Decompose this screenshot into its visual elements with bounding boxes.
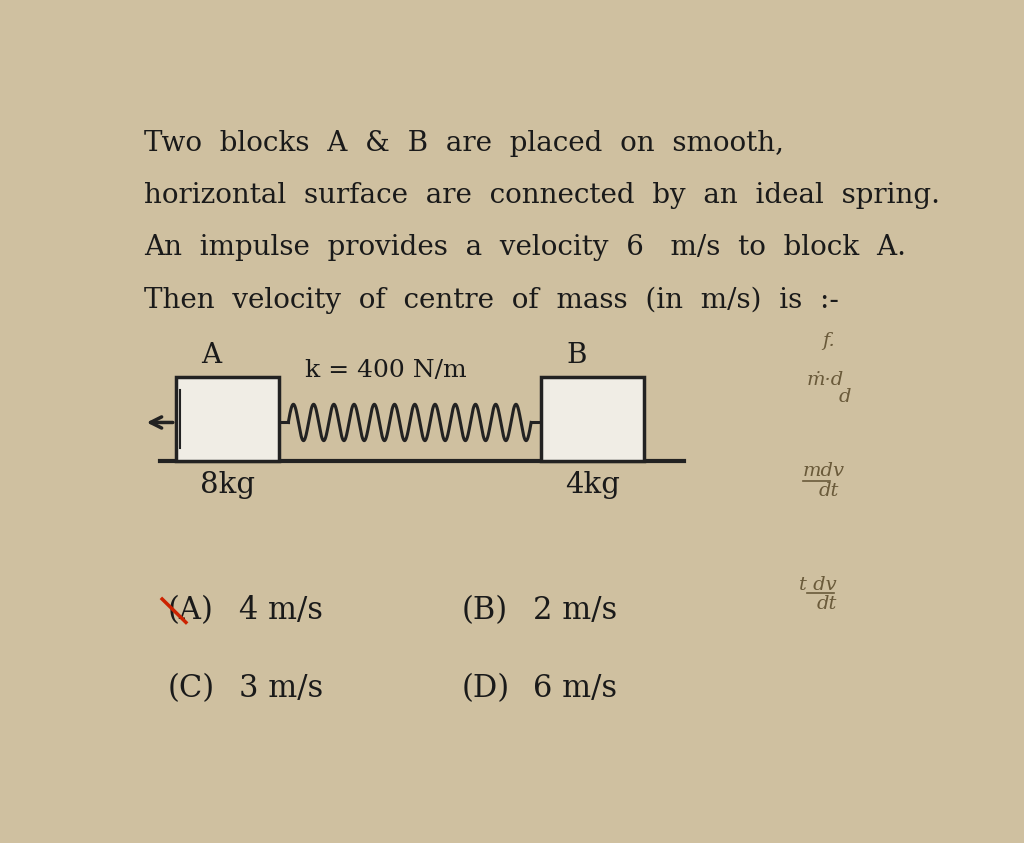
Text: 4kg: 4kg [565,471,620,499]
Text: mdv: mdv [803,462,845,481]
Text: t dv: t dv [799,576,837,593]
Text: (D): (D) [461,673,509,704]
Text: horizontal  surface  are  connected  by  an  ideal  spring.: horizontal surface are connected by an i… [143,182,940,209]
Text: (A): (A) [168,595,214,626]
Text: 2 m/s: 2 m/s [532,595,617,626]
Text: Then  velocity  of  centre  of  mass  (in  m/s)  is  :-: Then velocity of centre of mass (in m/s)… [143,286,839,314]
Bar [176,377,279,461]
Text: 3 m/s: 3 m/s [240,673,324,704]
Text: k = 400 N/m: k = 400 N/m [305,358,467,382]
Text: dt: dt [818,481,839,500]
Text: (C): (C) [168,673,215,704]
Text: An  impulse  provides  a  velocity  6   m/s  to  block  A.: An impulse provides a velocity 6 m/s to … [143,234,906,261]
Text: f.: f. [822,332,836,351]
Text: dt: dt [817,595,838,613]
Text: Two  blocks  A  &  B  are  placed  on  smooth,: Two blocks A & B are placed on smooth, [143,131,784,158]
Text: d: d [839,388,851,405]
Text: ṁ·d: ṁ·d [807,371,844,389]
Text: (B): (B) [461,595,508,626]
Text: 6 m/s: 6 m/s [532,673,616,704]
Text: 4 m/s: 4 m/s [240,595,324,626]
Bar [541,377,644,461]
Text: B: B [566,342,587,369]
Text: 8kg: 8kg [200,471,255,499]
Text: A: A [202,342,221,369]
